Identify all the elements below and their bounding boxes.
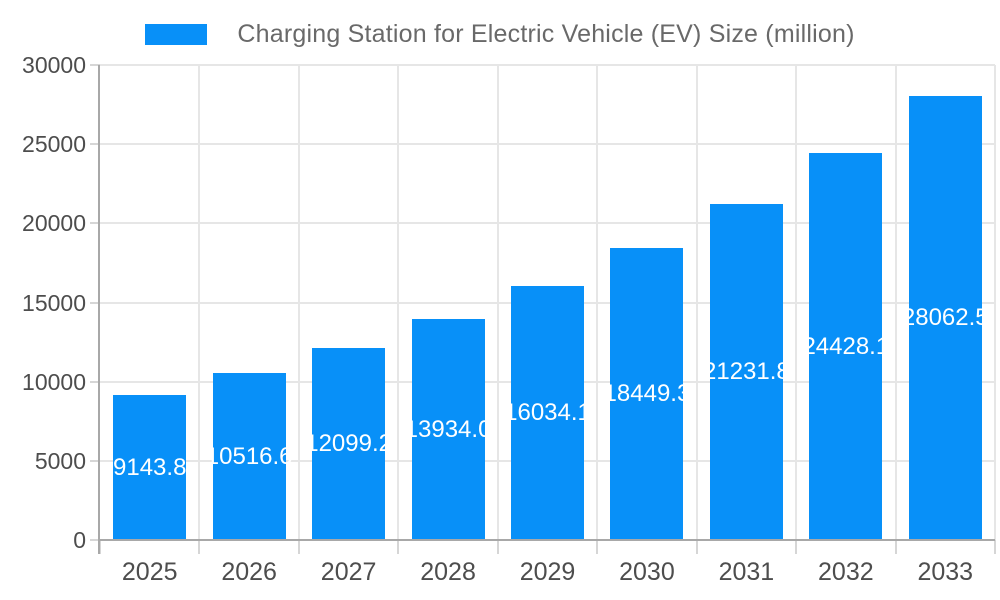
- bar-value-label: 13934.0: [404, 415, 492, 443]
- v-gridline: [198, 65, 201, 540]
- legend-item[interactable]: Charging Station for Electric Vehicle (E…: [145, 20, 854, 49]
- x-tick-mark: [795, 540, 798, 554]
- h-gridline: [100, 64, 995, 66]
- bar-value-label: 16034.1: [504, 399, 591, 427]
- v-gridline: [894, 65, 897, 540]
- x-tick-mark: [695, 540, 698, 554]
- bar: 13934.0: [405, 319, 491, 540]
- x-tick-label: 2030: [619, 558, 675, 586]
- x-axis-line: [98, 539, 995, 541]
- y-tick-label: 25000: [22, 131, 86, 158]
- y-tick-label: 0: [73, 527, 86, 553]
- h-gridline: [100, 222, 995, 225]
- v-gridline: [695, 65, 698, 540]
- x-tick-label: 2026: [221, 558, 277, 586]
- x-tick-mark: [297, 540, 300, 554]
- x-tick-label: 2032: [818, 558, 874, 586]
- bar: 18449.3: [604, 247, 690, 540]
- y-tick-mark: [90, 64, 100, 66]
- bar: 24428.1: [802, 153, 889, 540]
- bar: 9143.8: [113, 395, 186, 540]
- x-tick-label: 2028: [420, 558, 476, 586]
- bar: 21231.8: [703, 203, 790, 540]
- y-tick-mark: [90, 301, 100, 304]
- y-axis-line: [98, 65, 100, 554]
- y-tick-label: 5000: [34, 447, 86, 474]
- y-tick-mark: [90, 459, 100, 462]
- bar: 10516.6: [206, 373, 293, 540]
- v-gridline: [795, 65, 798, 540]
- v-gridline: [297, 65, 300, 540]
- y-tick-mark: [90, 222, 100, 225]
- y-tick-label: 20000: [22, 210, 86, 237]
- x-tick-mark: [496, 540, 499, 554]
- bar: 28062.5: [902, 95, 989, 540]
- bar-value-label: 10516.6: [205, 442, 293, 470]
- bar-value-label: 18449.3: [603, 379, 691, 407]
- bar-value-label: 21231.8: [702, 357, 790, 385]
- x-tick-mark: [397, 540, 400, 554]
- x-tick-label: 2029: [519, 558, 576, 586]
- y-tick-mark: [90, 539, 100, 541]
- y-tick-label: 30000: [22, 52, 86, 78]
- v-gridline: [596, 65, 599, 540]
- bar-value-label: 12099.2: [305, 430, 392, 458]
- bar-value-label: 24428.1: [802, 332, 890, 360]
- y-tick-label: 10000: [22, 368, 86, 395]
- legend: Charging Station for Electric Vehicle (E…: [0, 20, 1000, 49]
- v-gridline: [496, 65, 499, 540]
- x-tick-label: 2027: [320, 558, 377, 586]
- x-tick-mark: [198, 540, 201, 554]
- x-tick-mark: [994, 540, 996, 554]
- y-tick-mark: [90, 380, 100, 383]
- x-tick-label: 2031: [718, 558, 775, 586]
- x-tick-mark: [596, 540, 599, 554]
- h-gridline: [100, 143, 995, 146]
- x-tick-label: 2025: [121, 558, 178, 586]
- bar: 12099.2: [305, 348, 392, 540]
- x-tick-mark: [99, 540, 101, 554]
- v-gridline: [994, 65, 996, 540]
- x-tick-mark: [894, 540, 897, 554]
- legend-swatch-icon: [145, 24, 208, 45]
- bar: 16034.1: [504, 286, 591, 540]
- v-gridline: [397, 65, 400, 540]
- x-tick-label: 2033: [917, 558, 974, 586]
- legend-label: Charging Station for Electric Vehicle (E…: [237, 20, 855, 48]
- y-tick-label: 15000: [22, 289, 86, 316]
- bar-value-label: 9143.8: [113, 453, 187, 481]
- bar-value-label: 28062.5: [901, 303, 989, 331]
- y-tick-mark: [90, 143, 100, 146]
